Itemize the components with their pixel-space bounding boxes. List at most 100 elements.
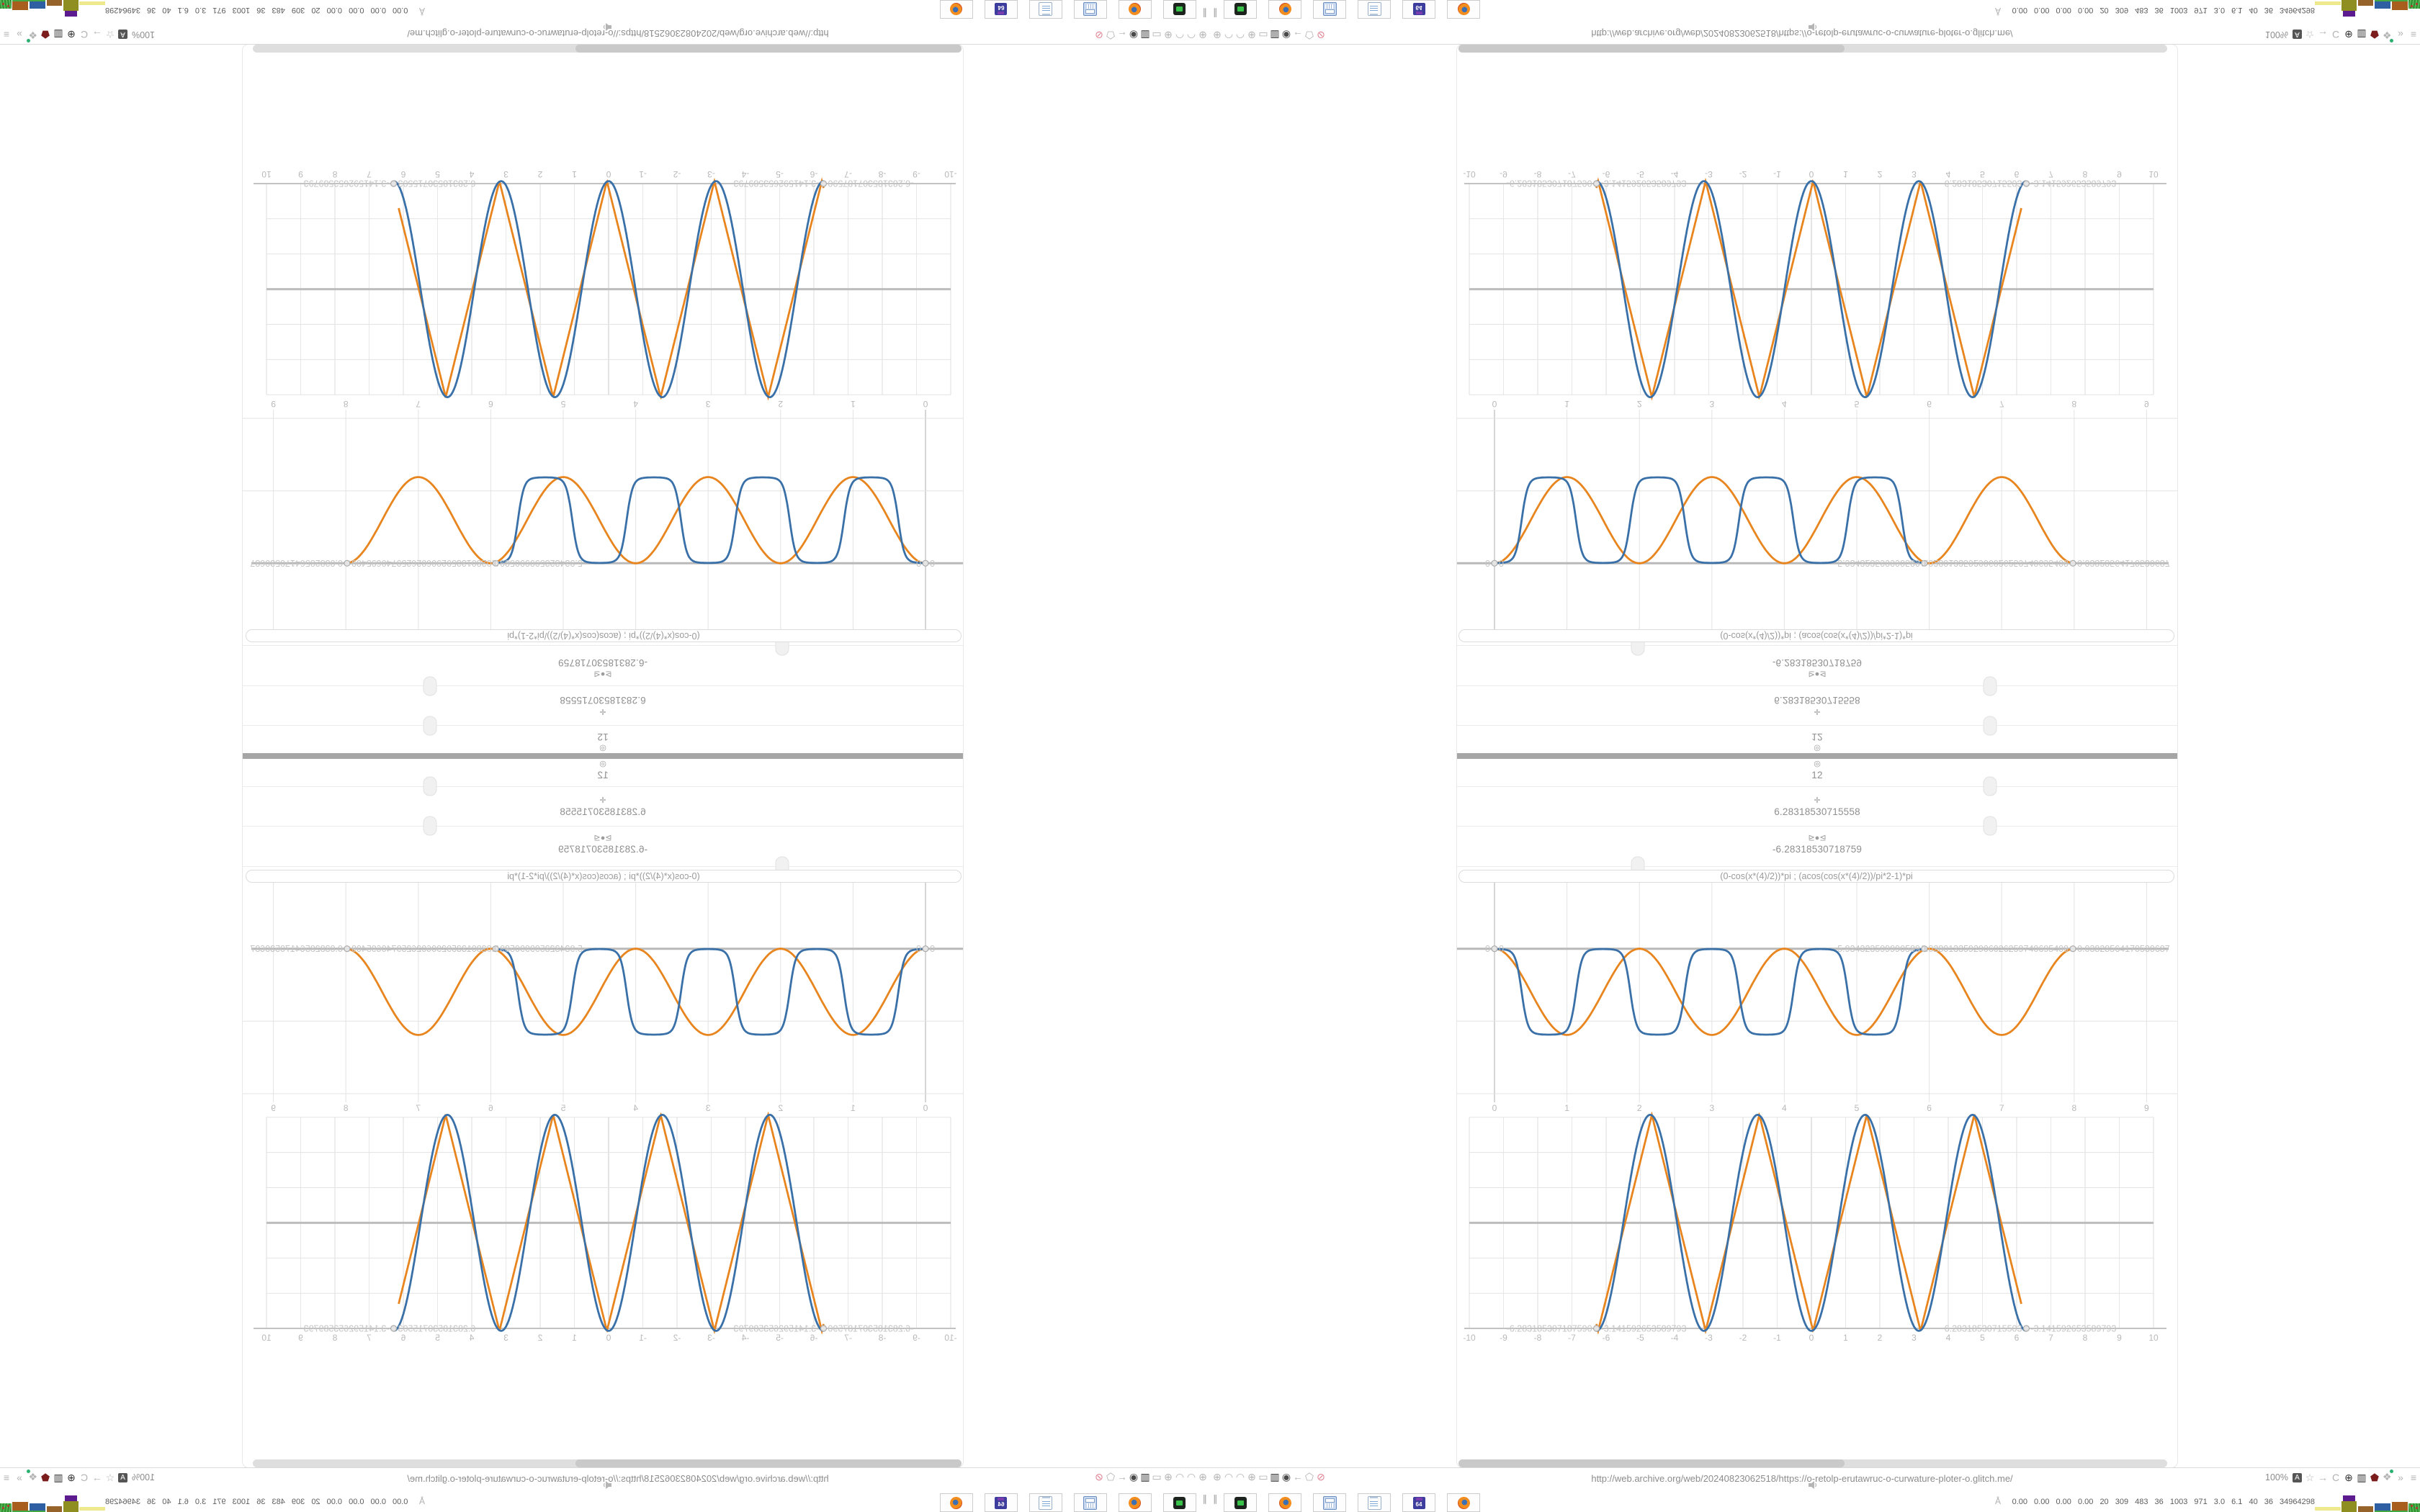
translate-icon[interactable]: A <box>118 30 127 40</box>
back-arrow-icon[interactable]: ← <box>1293 1471 1303 1482</box>
system-monitor-applets[interactable] <box>2315 0 2420 20</box>
shield-icon[interactable]: ⬟ <box>40 1472 50 1483</box>
extension-puzzle-icon[interactable]: ❖ <box>2383 28 2393 42</box>
slider-row[interactable]: ⊵●⊴ -6.28318530718759 <box>243 834 963 855</box>
overflow-chevrons-icon[interactable]: » <box>17 29 22 40</box>
slider-row[interactable]: ◎ 12 <box>243 732 963 752</box>
system-monitor-applets[interactable] <box>0 1492 105 1512</box>
panel-handle-icon[interactable]: ∥ <box>1213 1493 1218 1504</box>
trash-icon[interactable]: ▥ <box>53 1472 63 1483</box>
blocked-icon[interactable]: ⊘ <box>1095 30 1103 41</box>
expression-input[interactable]: (0-cos(x*(4)/2))*pi ; (acos(cos(x*(4)/2)… <box>246 870 962 883</box>
globe-icon[interactable]: ⊕ <box>1213 1471 1222 1482</box>
tray-user-icon[interactable]: Å <box>418 6 425 16</box>
zoom-level[interactable]: 100% <box>2265 1472 2288 1482</box>
slider-row[interactable]: ✛ 6.28318530715558 <box>243 695 963 716</box>
globe-icon[interactable]: ⊕ <box>67 29 76 40</box>
extension-puzzle-icon[interactable]: ❖ <box>2383 1470 2393 1484</box>
divider-drag-handle[interactable] <box>423 776 437 796</box>
function-plots[interactable]: 005.9343235999905890.0280133592906026259… <box>243 883 963 1351</box>
hamburger-menu-icon[interactable]: ≡ <box>2410 1472 2417 1483</box>
horizontal-scrollbar[interactable] <box>1458 45 2167 53</box>
gauge-icon[interactable]: ◠ <box>1235 30 1245 41</box>
hamburger-menu-icon[interactable]: ≡ <box>3 1472 10 1483</box>
divider-drag-handle[interactable] <box>423 716 437 736</box>
gauge-icon[interactable]: ◠ <box>1175 1471 1185 1482</box>
function-plots[interactable]: 005.9343235999905890.0280133592906026259… <box>243 161 963 629</box>
translate-icon[interactable]: A <box>118 1472 127 1482</box>
app-button-notepad[interactable] <box>1358 1493 1391 1512</box>
folder-icon[interactable]: ▭ <box>1258 30 1268 41</box>
globe-icon[interactable]: ⊕ <box>2344 29 2353 40</box>
slider-row[interactable]: ✛ 6.28318530715558 <box>243 796 963 817</box>
trash-icon[interactable]: ▥ <box>1140 30 1150 41</box>
overflow-chevrons-icon[interactable]: » <box>2398 1472 2403 1483</box>
divider-drag-handle[interactable] <box>1983 676 1997 696</box>
app-button-floppy64[interactable] <box>1402 0 1435 19</box>
refresh-icon[interactable]: C <box>80 1472 89 1483</box>
panel-handle-icon[interactable]: ∥ <box>1202 8 1208 19</box>
bookmark-star-icon[interactable]: ☆ <box>2305 1472 2315 1483</box>
badge-icon[interactable]: ◉ <box>1129 1471 1139 1482</box>
translate-icon[interactable]: A <box>2293 30 2302 40</box>
app-button-calculator[interactable] <box>1074 0 1107 19</box>
slider-row[interactable]: ✛ 6.28318530715558 <box>1457 796 2177 817</box>
trash-icon[interactable]: ▥ <box>2357 1472 2367 1483</box>
shield-outline-icon[interactable]: ⬠ <box>1304 1471 1314 1482</box>
audio-indicator-icon[interactable] <box>1808 1480 1819 1493</box>
globe-icon[interactable]: ⊕ <box>1198 1471 1207 1482</box>
horizontal-scrollbar-thumb[interactable] <box>575 45 962 53</box>
slider-row[interactable]: ◎ 12 <box>1457 760 2177 780</box>
hamburger-menu-icon[interactable]: ≡ <box>2410 29 2417 40</box>
audio-indicator-icon[interactable] <box>1808 19 1819 32</box>
app-button-terminal[interactable] <box>1163 1493 1196 1512</box>
slider-row[interactable]: ◎ 12 <box>243 760 963 780</box>
horizontal-scrollbar-thumb[interactable] <box>1458 1459 1845 1467</box>
panel-handle-icon[interactable]: ∥ <box>1213 8 1218 19</box>
app-button-firefox[interactable] <box>1268 0 1301 19</box>
slider-row[interactable]: ⊵●⊴ -6.28318530718759 <box>1457 657 2177 678</box>
app-button-floppy64[interactable] <box>985 1493 1018 1512</box>
overflow-chevrons-icon[interactable]: » <box>17 1472 22 1483</box>
horizontal-scrollbar[interactable] <box>253 1459 962 1467</box>
trash-icon[interactable]: ▥ <box>1140 1471 1150 1482</box>
gauge-icon[interactable]: ◠ <box>1224 1471 1234 1482</box>
refresh-icon[interactable]: C <box>2331 29 2340 40</box>
app-button-firefox[interactable] <box>1119 1493 1152 1512</box>
app-button-firefox[interactable] <box>940 1493 973 1512</box>
refresh-icon[interactable]: C <box>80 29 89 40</box>
translate-icon[interactable]: A <box>2293 1472 2302 1482</box>
url-bar[interactable]: http://web.archive.org/web/2024082306251… <box>1591 1473 2013 1484</box>
folder-icon[interactable]: ▭ <box>1152 30 1162 41</box>
panel-handle-icon[interactable]: ∥ <box>1202 1493 1208 1504</box>
tray-user-icon[interactable]: Å <box>1995 1496 2002 1506</box>
app-button-notepad[interactable] <box>1029 0 1062 19</box>
zoom-level[interactable]: 100% <box>2265 30 2288 40</box>
slider-row[interactable]: ⊵●⊴ -6.28318530718759 <box>243 657 963 678</box>
divider-drag-handle[interactable] <box>423 676 437 696</box>
forward-arrow-icon[interactable]: → <box>92 1472 102 1483</box>
blocked-icon[interactable]: ⊘ <box>1317 30 1325 41</box>
forward-arrow-icon[interactable]: → <box>2318 29 2328 40</box>
trash-icon[interactable]: ▥ <box>1270 30 1280 41</box>
divider-drag-handle[interactable] <box>423 816 437 836</box>
audio-indicator-icon[interactable] <box>601 19 612 32</box>
horizontal-scrollbar-thumb[interactable] <box>575 1459 962 1467</box>
gauge-icon[interactable]: ◠ <box>1235 1471 1245 1482</box>
app-button-calculator[interactable] <box>1313 0 1346 19</box>
slider-row[interactable]: ✛ 6.28318530715558 <box>1457 695 2177 716</box>
badge-icon[interactable]: ◉ <box>1281 30 1291 41</box>
bookmark-star-icon[interactable]: ☆ <box>105 29 115 40</box>
expression-input[interactable]: (0-cos(x*(4)/2))*pi ; (acos(cos(x*(4)/2)… <box>246 629 962 642</box>
folder-icon[interactable]: ▭ <box>1152 1471 1162 1482</box>
horizontal-scrollbar-thumb[interactable] <box>1458 45 1845 53</box>
system-monitor-applets[interactable] <box>2315 1492 2420 1512</box>
overflow-chevrons-icon[interactable]: » <box>2398 29 2403 40</box>
bookmark-star-icon[interactable]: ☆ <box>2305 29 2315 40</box>
globe-icon[interactable]: ⊕ <box>1164 1471 1173 1482</box>
globe-icon[interactable]: ⊕ <box>1213 30 1222 41</box>
trash-icon[interactable]: ▥ <box>1270 1471 1280 1482</box>
forward-arrow-icon[interactable]: → <box>92 29 102 40</box>
app-button-firefox[interactable] <box>1268 1493 1301 1512</box>
